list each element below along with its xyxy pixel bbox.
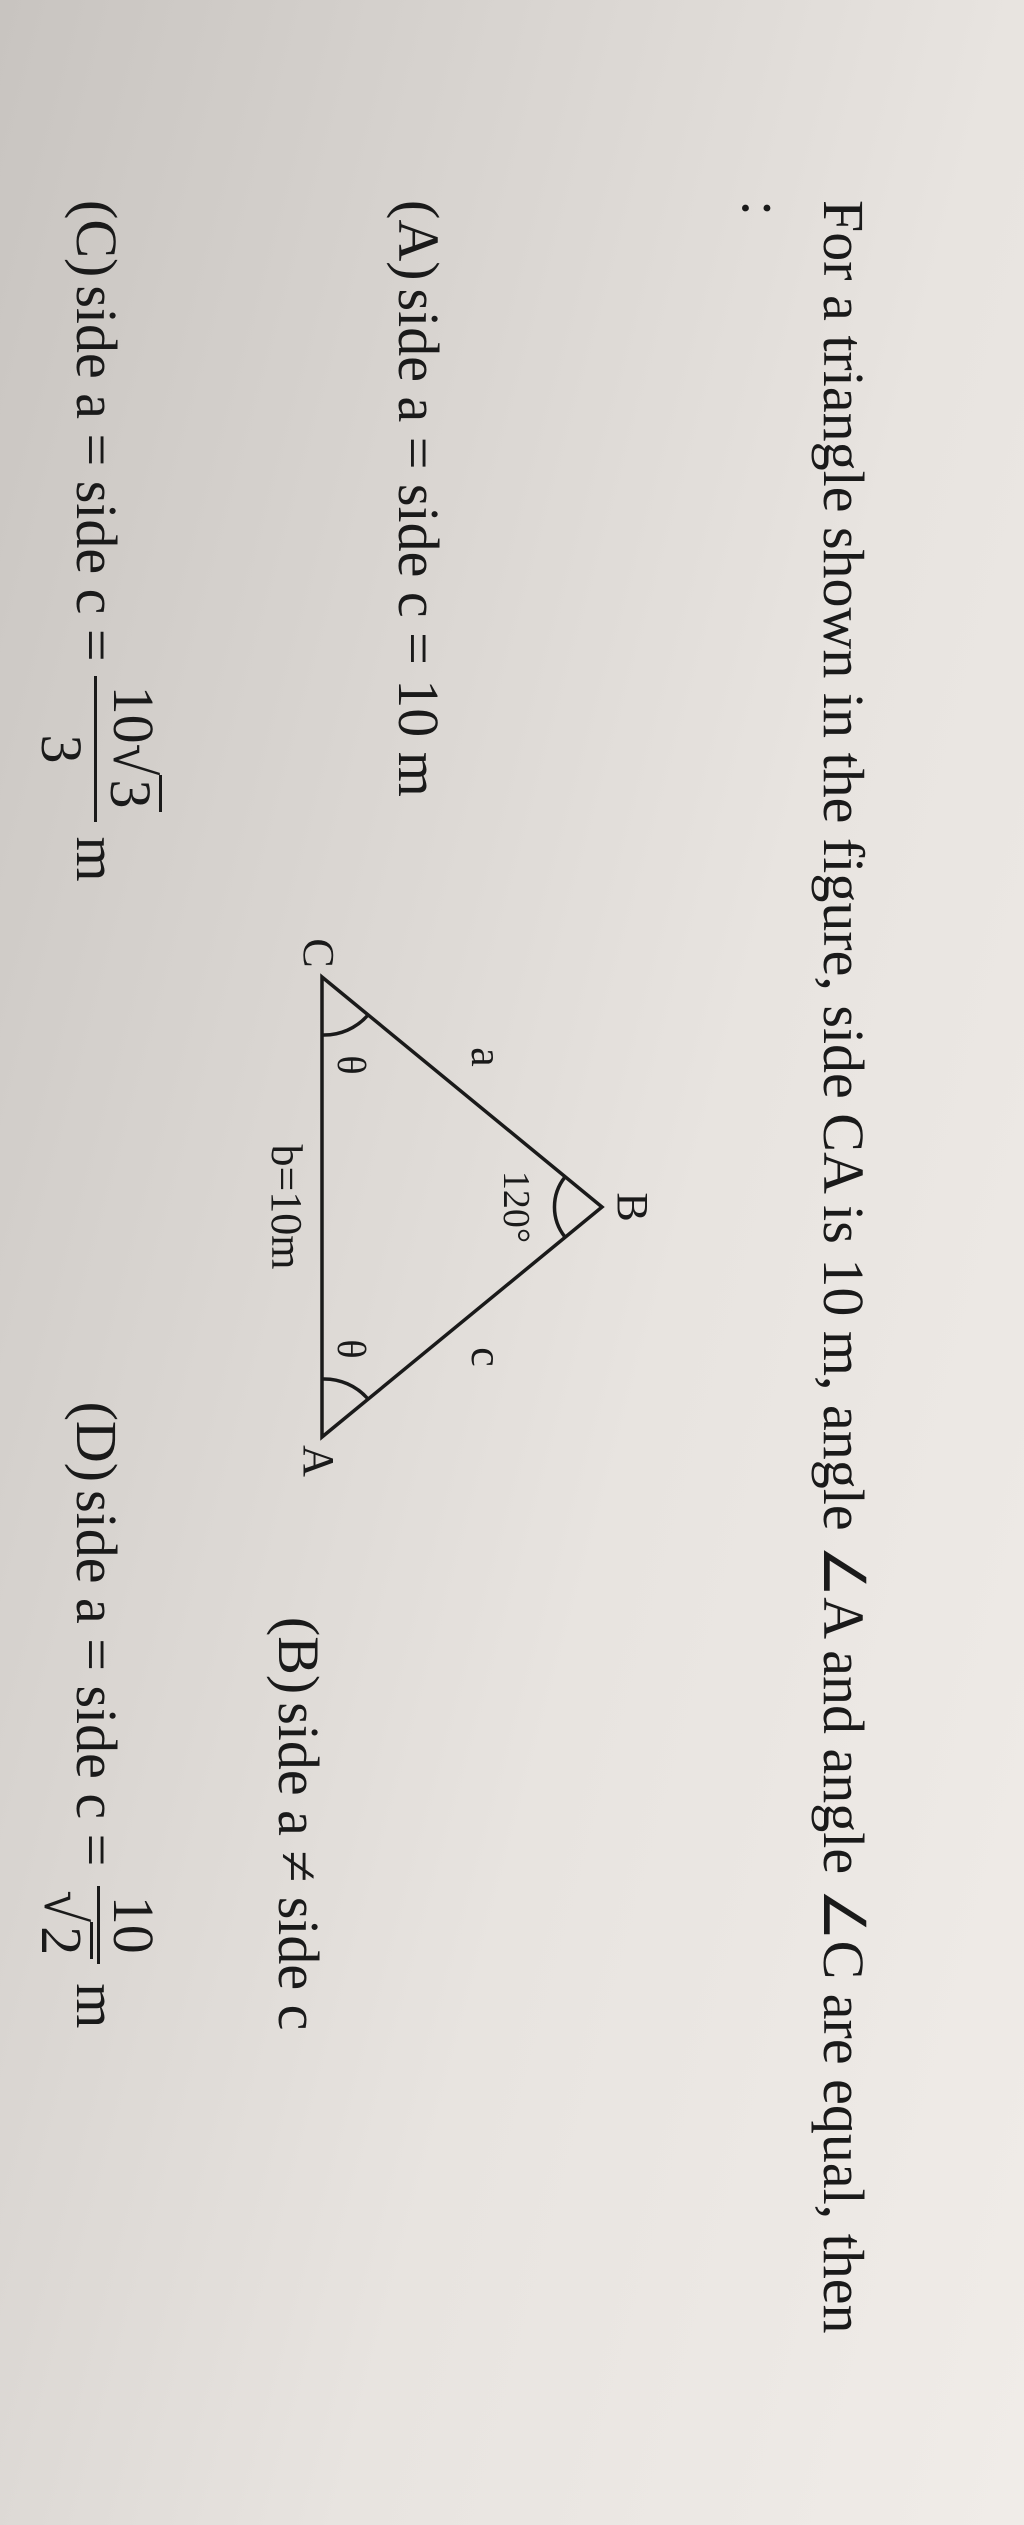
triangle-figure: B C A a c b=10m 120° θ θ (252, 917, 672, 1497)
option-c-fraction: 10√3 3 (32, 676, 162, 823)
option-c-label: (C) (63, 200, 130, 277)
option-d-label: (D) (63, 1402, 130, 1483)
option-d-num: 10 (97, 1886, 162, 1964)
vertex-b-label: B (608, 1192, 657, 1221)
option-d-unit: m (63, 1983, 130, 2028)
option-d: (D) side a = side c = 10 √2 m (32, 1402, 162, 2029)
option-d-fraction: 10 √2 (32, 1880, 162, 1969)
option-b-label: (B) (265, 1617, 332, 1694)
option-d-rad: 2 (32, 1922, 93, 1959)
sqrt-icon: √3 (101, 744, 162, 813)
option-b-text: side a ≠ side c (265, 1702, 332, 2030)
option-a-label: (A) (385, 200, 452, 281)
option-c-num: 10 (101, 686, 166, 744)
option-c-den: 3 (32, 725, 94, 774)
vertex-a-label: A (294, 1445, 343, 1477)
option-c: (C) side a = side c = 10√3 3 m (32, 200, 162, 882)
option-c-text: side a = side c = (63, 285, 130, 661)
question-stem: For a triangle shown in the figure, side… (722, 200, 884, 2345)
side-c-label: c (462, 1347, 511, 1367)
option-b: (B) side a ≠ side c (265, 1617, 332, 2031)
option-a-text: side a = side c = 10 m (385, 289, 452, 797)
angle-b-label: 120° (495, 1171, 537, 1243)
angle-a-label: θ (329, 1339, 374, 1358)
side-a-label: a (462, 1047, 511, 1067)
side-b-label: b=10m (262, 1144, 311, 1269)
sqrt-icon: √2 (32, 1890, 93, 1959)
option-c-rad: 3 (101, 775, 162, 812)
vertex-c-label: C (294, 938, 343, 967)
option-d-text: side a = side c = (63, 1490, 130, 1866)
option-c-unit: m (63, 836, 130, 881)
option-a: (A) side a = side c = 10 m (385, 200, 452, 797)
angle-c-label: θ (329, 1055, 374, 1074)
